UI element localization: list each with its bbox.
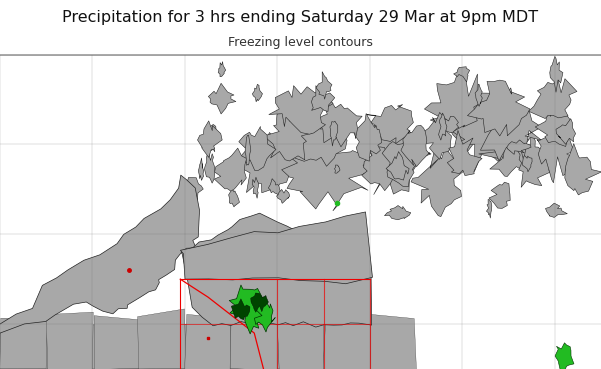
Text: Precipitation for 3 hrs ending Saturday 29 Mar at 9pm MDT: Precipitation for 3 hrs ending Saturday …	[63, 10, 538, 25]
Text: Freezing level contours: Freezing level contours	[228, 36, 373, 49]
